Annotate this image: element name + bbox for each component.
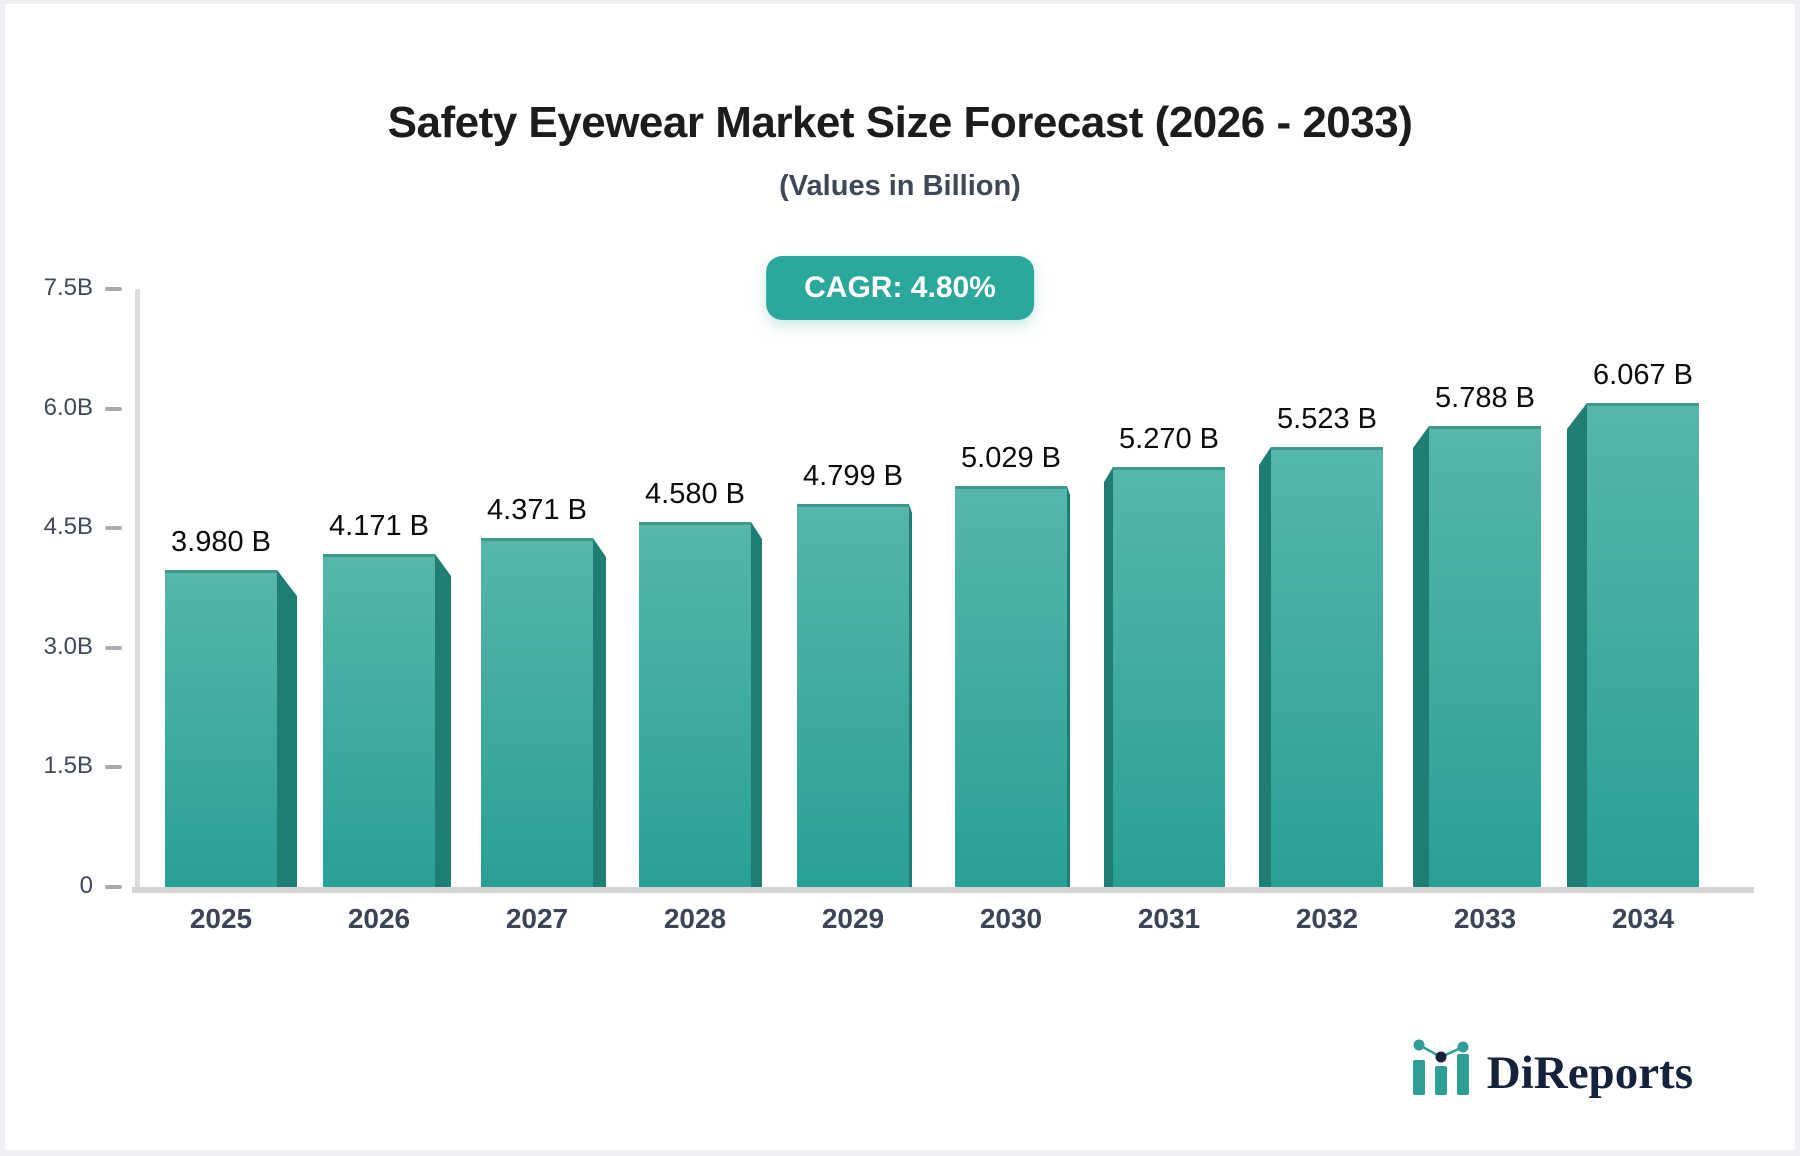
cagr-badge: CAGR: 4.80% bbox=[766, 256, 1034, 320]
chart-subtitle: (Values in Billion) bbox=[779, 170, 1021, 202]
bar bbox=[1113, 467, 1225, 887]
bar-value-label: 5.788 B bbox=[1435, 382, 1535, 414]
bar-3d-side bbox=[909, 504, 912, 887]
y-tick-label: 6.0B bbox=[43, 394, 93, 421]
bar-3d-side bbox=[435, 554, 451, 887]
bar-3d-side bbox=[1104, 467, 1113, 887]
x-axis-year-label: 2028 bbox=[663, 903, 727, 934]
bar-value-label: 3.980 B bbox=[171, 526, 271, 558]
y-tick-label: 7.5B bbox=[43, 274, 93, 301]
x-axis-year-label: 2026 bbox=[347, 903, 411, 934]
chart-card: Safety Eyewear Market Size Forecast (202… bbox=[5, 4, 1795, 1150]
direports-logo: DiReports bbox=[1409, 1038, 1693, 1100]
y-tick-mark bbox=[105, 646, 122, 650]
bar-value-label: 4.799 B bbox=[803, 460, 903, 492]
direports-logo-text: DiReports bbox=[1486, 1046, 1693, 1099]
x-axis-year-label: 2031 bbox=[1137, 903, 1201, 934]
y-tick-mark bbox=[105, 765, 122, 769]
x-axis-baseline bbox=[132, 887, 1754, 893]
bar bbox=[797, 504, 909, 887]
x-axis-year-label: 2025 bbox=[189, 903, 253, 934]
bar bbox=[1429, 426, 1541, 887]
x-axis-year-label: 2030 bbox=[979, 903, 1043, 934]
x-axis-year-label: 2027 bbox=[505, 903, 569, 934]
bar bbox=[165, 570, 277, 887]
bar bbox=[1587, 403, 1699, 887]
y-tick-label: 1.5B bbox=[43, 752, 93, 779]
bar-value-label: 5.029 B bbox=[961, 442, 1061, 474]
bar-3d-side bbox=[1259, 447, 1271, 887]
y-tick-label: 0 bbox=[79, 872, 93, 899]
y-tick-mark bbox=[105, 885, 122, 889]
bar-value-label: 5.270 B bbox=[1119, 423, 1219, 455]
x-axis-year-label: 2029 bbox=[821, 903, 885, 934]
bar-3d-side bbox=[1413, 426, 1429, 887]
bar bbox=[955, 486, 1067, 887]
bar-value-label: 4.580 B bbox=[645, 478, 745, 510]
y-tick-label: 4.5B bbox=[43, 513, 93, 540]
bar-3d-side bbox=[751, 522, 762, 887]
bar bbox=[481, 538, 593, 887]
bar-3d-side bbox=[1067, 486, 1070, 887]
bar-3d-side bbox=[277, 570, 297, 887]
bar bbox=[323, 554, 435, 887]
mini-bar-line-chart-icon bbox=[1412, 1039, 1469, 1095]
bar-3d-side bbox=[593, 538, 606, 887]
bar-value-label: 4.371 B bbox=[487, 494, 587, 526]
x-axis-year-label: 2032 bbox=[1295, 903, 1359, 934]
x-axis-year-label: 2033 bbox=[1453, 903, 1517, 934]
y-tick-mark bbox=[105, 287, 122, 291]
bar bbox=[1271, 447, 1383, 887]
y-tick-label: 3.0B bbox=[43, 633, 93, 660]
x-axis-year-label: 2034 bbox=[1611, 903, 1675, 934]
bar-3d-side bbox=[1567, 403, 1587, 887]
bar-value-label: 6.067 B bbox=[1593, 359, 1693, 391]
bar-value-label: 4.171 B bbox=[329, 510, 429, 542]
bar bbox=[639, 522, 751, 887]
bar-value-label: 5.523 B bbox=[1277, 403, 1377, 435]
y-axis-line bbox=[135, 289, 140, 887]
y-tick-mark bbox=[105, 407, 122, 411]
chart-title: Safety Eyewear Market Size Forecast (202… bbox=[387, 98, 1413, 147]
y-tick-mark bbox=[105, 526, 122, 530]
